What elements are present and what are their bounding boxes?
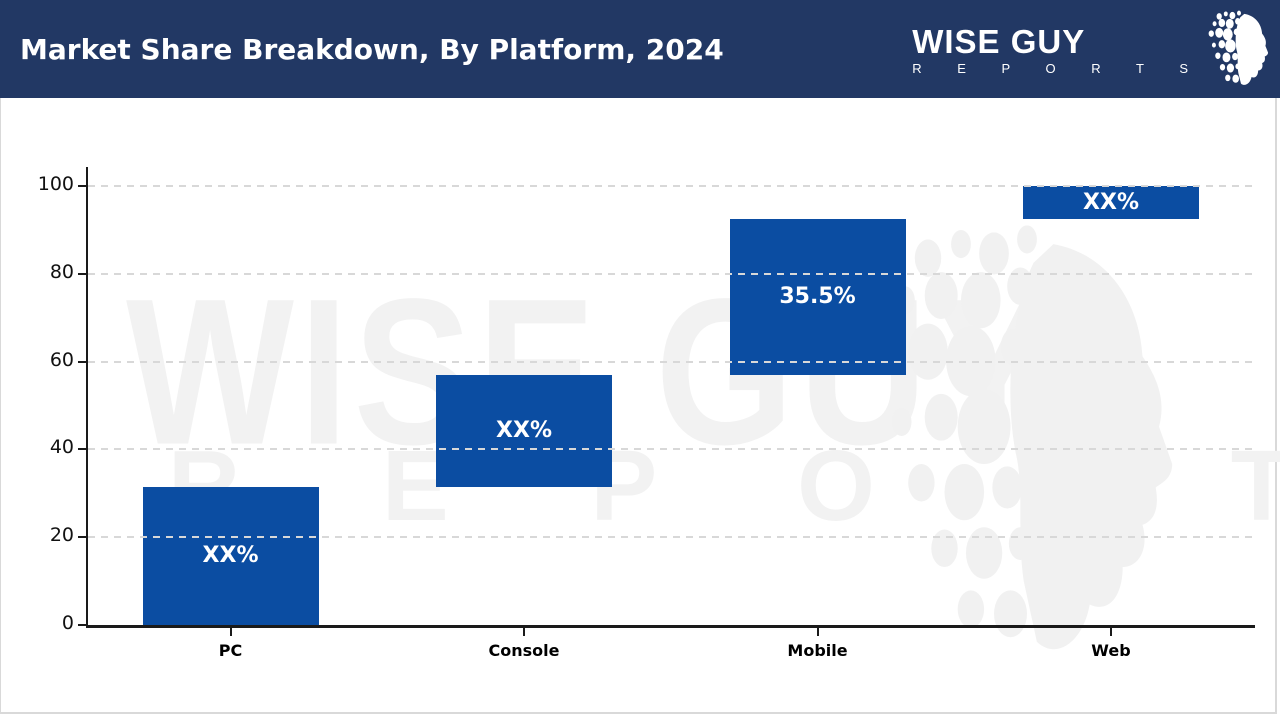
y-tick-mark bbox=[78, 360, 87, 363]
x-tick-mark bbox=[1110, 628, 1112, 636]
logo-reports-text: R E P O R T S bbox=[912, 61, 1204, 76]
y-tick-label: 100 bbox=[37, 173, 74, 195]
y-tick-label: 40 bbox=[49, 436, 74, 459]
x-category-label: PC bbox=[218, 641, 243, 660]
y-tick-mark bbox=[78, 272, 87, 275]
x-axis-line bbox=[86, 625, 1255, 628]
x-tick-mark bbox=[816, 628, 819, 636]
bar-console: XX% bbox=[436, 374, 612, 487]
gridline bbox=[88, 360, 1253, 363]
y-tick-mark bbox=[78, 448, 87, 451]
logo-wise-guy-text: WISE GUY bbox=[912, 23, 1086, 60]
x-category-label: Web bbox=[1091, 641, 1131, 660]
brand-logo: WISE GUY R E P O R T S bbox=[912, 8, 1272, 92]
page-title: Market Share Breakdown, By Platform, 202… bbox=[20, 33, 724, 66]
header-bar: Market Share Breakdown, By Platform, 202… bbox=[0, 0, 1280, 98]
logo-dotted-head-icon bbox=[1208, 10, 1269, 85]
x-category-label: Console bbox=[488, 641, 560, 660]
gridline bbox=[88, 536, 1253, 539]
x-category-label: Mobile bbox=[787, 641, 848, 660]
gridline bbox=[88, 185, 1253, 187]
y-tick-label: 0 bbox=[61, 612, 74, 634]
y-axis-line bbox=[86, 167, 88, 628]
bar-value-label: XX% bbox=[496, 418, 552, 444]
y-tick-mark bbox=[78, 536, 87, 539]
y-tick-label: 80 bbox=[49, 260, 74, 283]
gridline bbox=[88, 272, 1253, 275]
x-tick-mark bbox=[523, 628, 525, 636]
bar-pc: XX% bbox=[142, 486, 319, 625]
gridline bbox=[88, 448, 1253, 451]
y-tick-mark bbox=[78, 185, 87, 187]
bar-value-label: 35.5% bbox=[779, 284, 856, 310]
y-tick-mark bbox=[78, 624, 87, 626]
bar-value-label: XX% bbox=[1083, 189, 1139, 215]
bar-value-label: XX% bbox=[202, 543, 259, 569]
bar-mobile: 35.5% bbox=[729, 218, 906, 375]
bar-web: XX% bbox=[1023, 186, 1199, 219]
x-tick-mark bbox=[229, 628, 232, 636]
y-tick-label: 60 bbox=[49, 348, 74, 371]
y-tick-label: 20 bbox=[49, 524, 74, 547]
